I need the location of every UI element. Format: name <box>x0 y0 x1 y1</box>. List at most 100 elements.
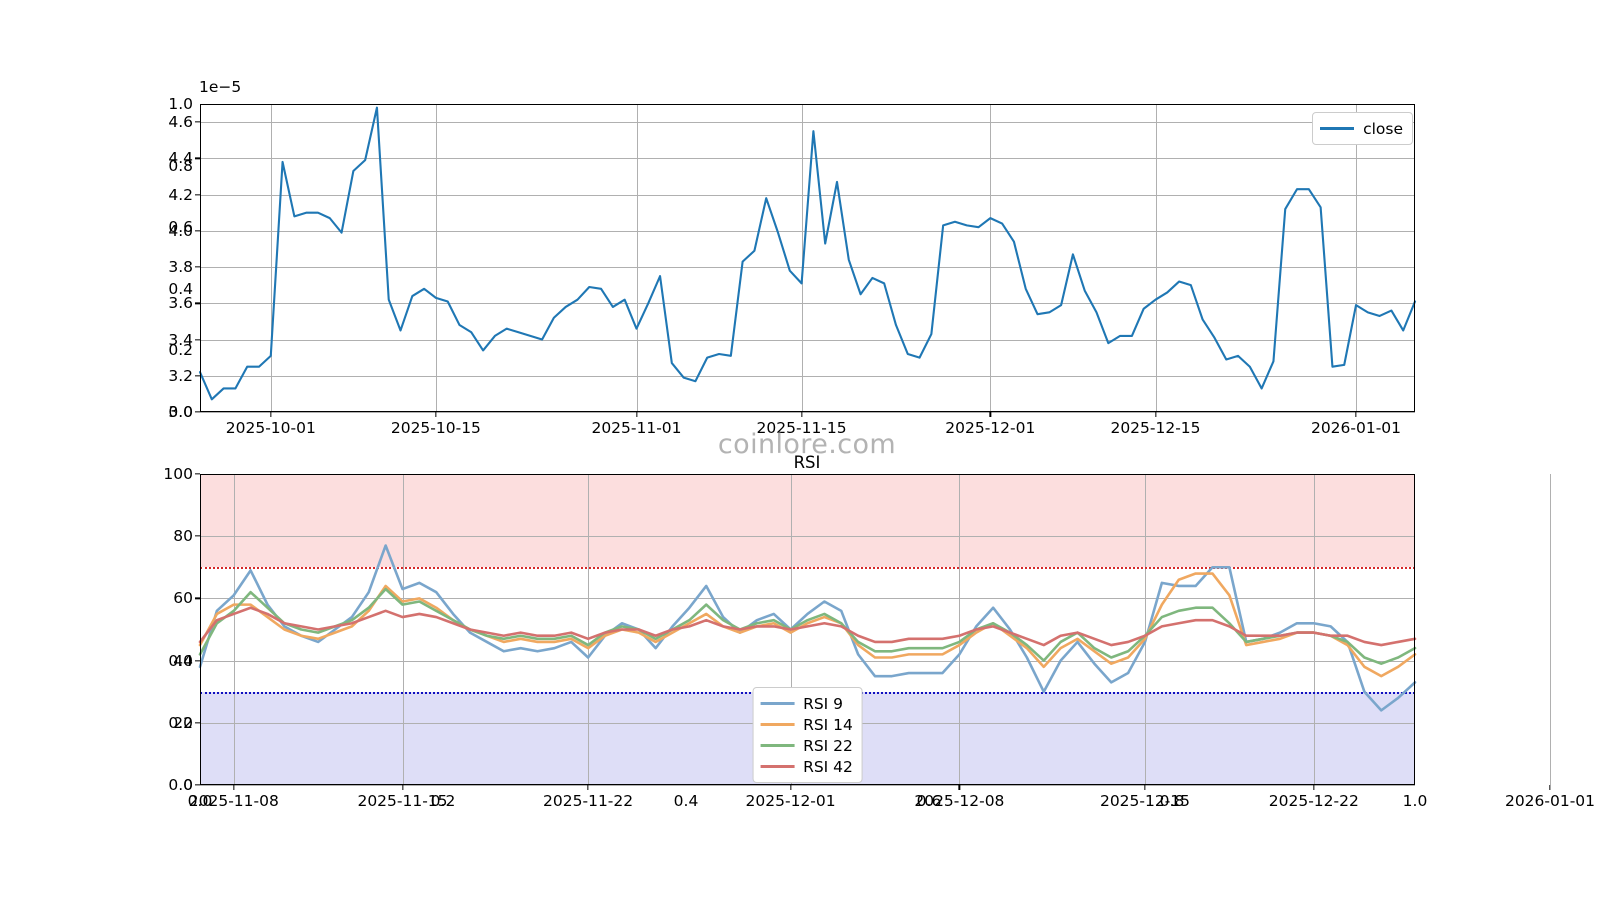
rsi-x-tick-mark <box>587 785 589 790</box>
legend-color-swatch <box>760 765 795 768</box>
rsi-secondary-x-tick-label: 0.0 <box>187 792 213 810</box>
legend-item[interactable]: RSI 22 <box>760 735 853 756</box>
rsi-gridline-h <box>200 536 1415 538</box>
rsi-x-tick-mark <box>958 785 961 790</box>
rsi-x-tick-label: 2025-11-08 <box>188 792 279 810</box>
price-x-tick-mark <box>435 412 437 417</box>
rsi-gridline-v <box>588 474 590 785</box>
rsi-x-tick-mark <box>401 785 404 790</box>
price-gridline-v <box>1155 104 1157 412</box>
price-x-tick-label: 2025-11-01 <box>591 419 682 437</box>
rsi-panel-title: RSI <box>793 453 821 472</box>
price-x-tick-mark <box>1154 412 1157 417</box>
price-legend[interactable]: close <box>1312 112 1413 145</box>
rsi-gridline-h <box>200 785 1415 786</box>
legend-item-label: RSI 9 <box>803 694 844 713</box>
legend-item-label: close <box>1363 119 1403 138</box>
price-x-tick-mark <box>270 412 272 417</box>
price-secondary-y-tick-label: 1.0 <box>168 95 193 113</box>
rsi-x-tick-label: 2025-12-22 <box>1268 792 1359 810</box>
rsi-x-tick-mark <box>233 785 235 790</box>
price-gridline-v <box>1356 104 1357 412</box>
price-y-tick-mark <box>195 121 200 123</box>
rsi-legend[interactable]: RSI 9 RSI 14 RSI 22 RSI 42 <box>752 687 863 783</box>
price-secondary-y-tick-label: 0.6 <box>168 218 193 237</box>
price-line-series <box>198 106 1417 401</box>
price-secondary-y-tick-label: 0.2 <box>168 341 193 360</box>
price-x-tick-label: 2026-01-01 <box>1310 419 1402 437</box>
price-x-tick-mark <box>989 412 991 417</box>
price-gridline-v <box>990 104 992 412</box>
price-y-tick-mark <box>195 230 200 232</box>
rsi-y-tick-label: 0 <box>183 776 193 794</box>
legend-item-label: RSI 14 <box>803 715 853 734</box>
legend-color-swatch <box>760 723 795 726</box>
rsi-secondary-x-tick-label: 1.0 <box>1402 792 1428 810</box>
rsi-x-tick-label: 2025-11-15 <box>357 792 448 810</box>
price-gridline-h <box>200 303 1415 305</box>
rsi-secondary-y-tick-label: 0.2 <box>168 713 193 732</box>
price-y-tick-mark <box>195 411 200 413</box>
price-gridline-h <box>200 339 1415 341</box>
rsi-x-tick-label: 2025-12-08 <box>914 792 1005 810</box>
legend-item-label: RSI 22 <box>803 736 853 755</box>
legend-item[interactable]: close <box>1320 118 1403 139</box>
rsi-x-tick-label: 2025-12-01 <box>745 792 836 810</box>
price-gridline-h <box>200 412 1415 413</box>
rsi-secondary-y-tick-label: 0.4 <box>168 651 193 670</box>
price-y-tick-label: 4.4 <box>168 149 193 168</box>
rsi-x-tick-mark <box>1549 785 1551 790</box>
rsi-secondary-x-tick-label: 0.2 <box>430 792 456 810</box>
price-y-tick-label: 3.6 <box>168 294 193 313</box>
rsi-gridline-v <box>402 474 404 785</box>
price-gridline-h <box>200 158 1415 160</box>
price-plot-background <box>200 104 1415 412</box>
legend-item[interactable]: RSI 9 <box>760 693 853 714</box>
price-y-tick-label: 3.2 <box>168 366 193 385</box>
price-gridline-h <box>200 375 1415 377</box>
price-gridline-v <box>801 104 803 412</box>
price-y-tick-label: 3.8 <box>168 258 193 277</box>
price-y-tick-label: 3.0 <box>168 403 193 421</box>
price-secondary-y-tick-label: 0.4 <box>168 279 193 298</box>
legend-item[interactable]: RSI 14 <box>760 714 853 735</box>
price-gridline-h <box>200 230 1415 232</box>
rsi-gridline-v <box>1145 474 1146 785</box>
rsi-gridline-v <box>1550 474 1551 785</box>
rsi-y-tick-mark <box>195 535 200 537</box>
watermark: coinlore.com <box>717 429 897 460</box>
price-x-tick-label: 2025-12-01 <box>945 419 1036 437</box>
rsi-y-tick-mark <box>195 597 200 600</box>
rsi-y-tick-mark <box>195 722 200 724</box>
price-x-tick-label: 2025-10-15 <box>390 419 481 437</box>
legend-color-swatch <box>760 744 795 747</box>
price-secondary-y-tick-label: 0.0 <box>168 403 193 421</box>
price-gridline-h <box>200 267 1415 269</box>
rsi-secondary-y-tick-label: 0.0 <box>168 776 193 794</box>
legend-color-swatch <box>1320 127 1355 130</box>
rsi-x-tick-label: 2026-01-01 <box>1504 792 1596 810</box>
price-y-tick-mark <box>195 266 200 268</box>
rsi-gridline-v <box>233 474 235 785</box>
rsi-gridline-h <box>200 660 1415 662</box>
price-x-tick-mark <box>635 412 638 417</box>
legend-item[interactable]: RSI 42 <box>760 756 853 777</box>
rsi-x-tick-mark <box>1144 785 1146 790</box>
rsi-line-series <box>198 544 1417 712</box>
price-y-tick-mark <box>195 302 200 304</box>
rsi-y-tick-label: 80 <box>173 527 193 546</box>
rsi-overbought-threshold-line <box>200 567 1415 570</box>
rsi-x-tick-mark <box>789 785 792 790</box>
legend-item-label: RSI 42 <box>803 757 853 776</box>
rsi-y-tick-label: 100 <box>163 465 193 483</box>
rsi-x-tick-label: 2025-11-22 <box>543 792 634 810</box>
price-y-tick-mark <box>195 157 200 160</box>
price-gridline-v <box>270 104 272 412</box>
price-y-offset-text: 1e−5 <box>199 78 242 96</box>
price-x-tick-mark <box>800 412 803 417</box>
rsi-y-tick-label: 40 <box>173 651 193 670</box>
rsi-x-tick-mark <box>1313 785 1315 790</box>
rsi-gridline-v <box>1313 474 1315 785</box>
price-x-tick-mark <box>1355 412 1357 417</box>
price-y-tick-label: 4.2 <box>168 185 193 204</box>
